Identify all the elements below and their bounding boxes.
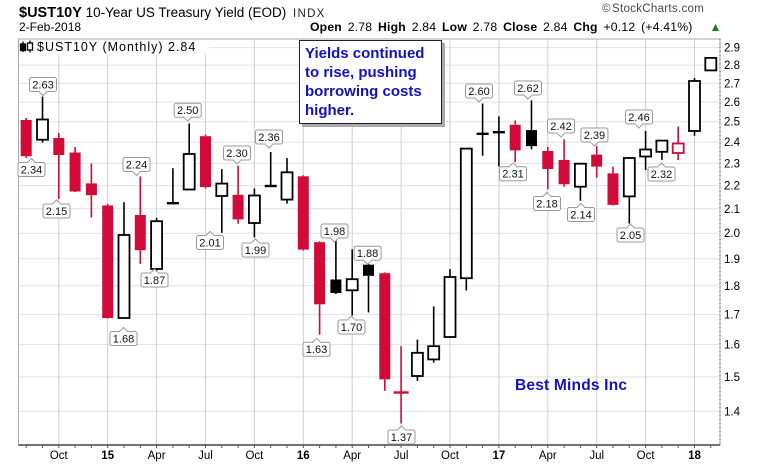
svg-text:2.2: 2.2 [724, 181, 740, 193]
svg-text:2.63: 2.63 [32, 79, 53, 91]
svg-text:2.15: 2.15 [46, 206, 67, 218]
svg-text:1.6: 1.6 [724, 340, 740, 352]
svg-text:1.99: 1.99 [245, 245, 266, 257]
svg-text:Apr: Apr [539, 450, 557, 462]
svg-text:2.0: 2.0 [724, 228, 740, 240]
svg-text:2.32: 2.32 [651, 169, 672, 181]
svg-text:1.37: 1.37 [391, 432, 412, 444]
svg-text:1.9: 1.9 [724, 254, 740, 266]
svg-text:Oct: Oct [245, 450, 264, 462]
svg-text:1.70: 1.70 [341, 322, 362, 334]
svg-text:2.05: 2.05 [620, 230, 641, 242]
svg-text:2.18: 2.18 [536, 198, 557, 210]
svg-text:1.7: 1.7 [724, 309, 740, 321]
svg-text:Jul: Jul [589, 450, 604, 462]
svg-text:18: 18 [688, 450, 701, 462]
svg-text:2.31: 2.31 [502, 169, 523, 181]
svg-text:2.34: 2.34 [21, 164, 42, 176]
svg-text:2.60: 2.60 [468, 86, 489, 98]
svg-text:Oct: Oct [637, 450, 656, 462]
svg-text:2.39: 2.39 [584, 130, 605, 142]
svg-text:2.14: 2.14 [570, 209, 591, 221]
svg-text:2.5: 2.5 [724, 117, 740, 129]
svg-text:2.62: 2.62 [517, 83, 538, 95]
svg-text:2.6: 2.6 [724, 97, 740, 109]
svg-text:2.3: 2.3 [724, 158, 740, 170]
svg-text:16: 16 [297, 450, 310, 462]
svg-text:2.1: 2.1 [724, 204, 740, 216]
svg-text:2.01: 2.01 [199, 237, 220, 249]
svg-text:2.46: 2.46 [628, 112, 649, 124]
svg-text:Jul: Jul [394, 450, 409, 462]
svg-text:1.88: 1.88 [357, 248, 378, 260]
svg-text:Oct: Oct [50, 450, 69, 462]
svg-text:Apr: Apr [148, 450, 166, 462]
svg-text:Apr: Apr [343, 450, 361, 462]
svg-text:2.7: 2.7 [724, 78, 740, 90]
svg-text:1.8: 1.8 [724, 281, 740, 293]
svg-text:1.4: 1.4 [724, 406, 741, 418]
svg-text:2.9: 2.9 [724, 43, 740, 55]
svg-text:2.4: 2.4 [724, 137, 741, 149]
svg-text:2.24: 2.24 [126, 159, 147, 171]
svg-text:1.98: 1.98 [324, 226, 345, 238]
svg-text:17: 17 [493, 450, 506, 462]
svg-text:2.36: 2.36 [258, 132, 279, 144]
svg-text:Jul: Jul [198, 450, 213, 462]
svg-text:2.50: 2.50 [177, 105, 198, 117]
svg-text:15: 15 [101, 450, 114, 462]
svg-text:2.8: 2.8 [724, 60, 740, 72]
svg-text:1.63: 1.63 [306, 344, 327, 356]
svg-text:Oct: Oct [441, 450, 460, 462]
svg-text:1.87: 1.87 [144, 275, 165, 287]
svg-text:1.68: 1.68 [113, 333, 134, 345]
svg-text:2.42: 2.42 [550, 121, 571, 133]
svg-text:1.5: 1.5 [724, 372, 740, 384]
svg-text:2.30: 2.30 [226, 148, 247, 160]
